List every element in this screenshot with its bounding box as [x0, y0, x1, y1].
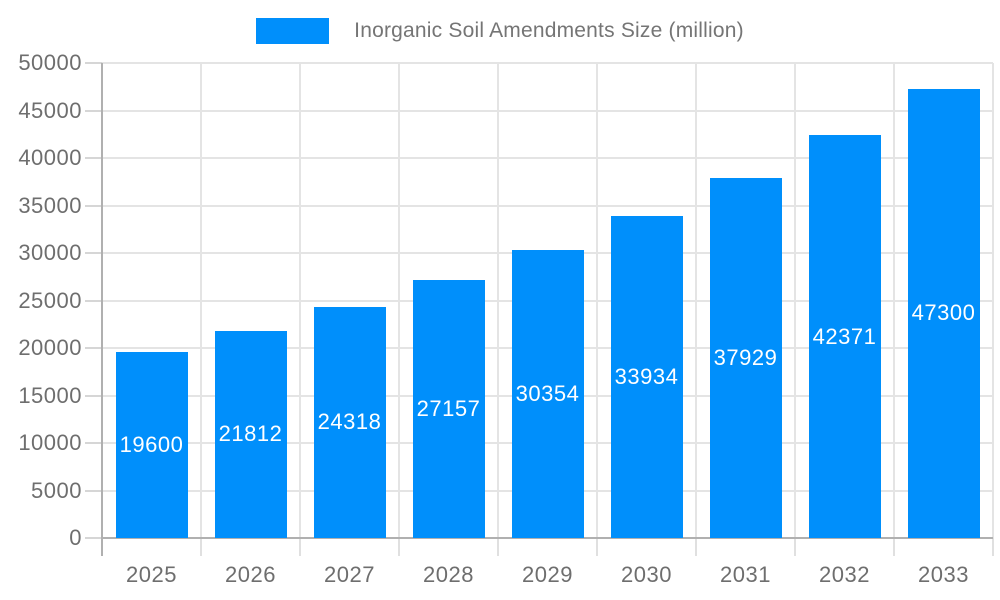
y-axis-tick — [85, 394, 102, 397]
legend-label: Inorganic Soil Amendments Size (million) — [354, 19, 744, 42]
x-axis-tick — [695, 538, 697, 556]
x-axis-label: 2028 — [423, 562, 474, 587]
v-gridline — [497, 63, 499, 538]
y-axis-tick — [85, 537, 102, 539]
x-axis-tick — [497, 538, 499, 556]
y-axis-label: 40000 — [18, 145, 82, 170]
x-axis-label: 2031 — [720, 562, 771, 587]
x-axis-tick — [893, 538, 895, 556]
v-gridline — [695, 63, 697, 538]
h-gridline — [102, 62, 993, 64]
bar[interactable]: 30354 — [511, 249, 584, 538]
y-axis-tick — [85, 489, 102, 492]
bar[interactable]: 27157 — [412, 280, 485, 538]
bar[interactable]: 19600 — [115, 351, 188, 538]
bar[interactable]: 21812 — [214, 330, 287, 538]
x-axis-label: 2025 — [126, 562, 177, 587]
v-gridline — [893, 63, 895, 538]
x-axis-tick — [794, 538, 796, 556]
y-axis-label: 45000 — [18, 97, 82, 123]
y-axis-label: 35000 — [18, 192, 82, 218]
bar[interactable]: 47300 — [907, 88, 980, 538]
y-axis-label: 50000 — [18, 50, 82, 75]
x-axis-tick — [200, 538, 202, 556]
bar-value-label: 42371 — [812, 323, 877, 349]
bar-value-label: 33934 — [614, 363, 679, 389]
chart-legend[interactable]: Inorganic Soil Amendments Size (million) — [0, 18, 1000, 44]
y-axis-tick — [85, 347, 102, 349]
h-gridline — [102, 157, 993, 159]
y-axis-tick — [85, 442, 102, 444]
bar-value-label: 47300 — [911, 300, 976, 326]
v-gridline — [200, 63, 202, 538]
v-gridline — [794, 63, 796, 538]
bar-value-label: 24318 — [317, 409, 382, 435]
bar[interactable]: 33934 — [610, 215, 683, 538]
bar-value-label: 19600 — [119, 431, 184, 457]
bar[interactable]: 42371 — [808, 135, 881, 538]
y-axis-label: 30000 — [18, 240, 82, 265]
x-axis-label: 2032 — [819, 562, 870, 587]
bar-value-label: 27157 — [416, 395, 481, 421]
bar-value-label: 21812 — [218, 421, 283, 447]
x-axis-label: 2030 — [621, 562, 672, 587]
y-axis-label: 0 — [69, 525, 82, 550]
bar-value-label: 37929 — [713, 344, 778, 370]
v-gridline — [596, 63, 598, 538]
x-axis-line — [102, 537, 993, 539]
y-axis-label: 25000 — [18, 287, 82, 313]
x-axis-label: 2033 — [918, 562, 969, 587]
y-axis-line — [101, 63, 103, 556]
y-axis-label: 15000 — [18, 382, 82, 408]
y-axis-tick — [85, 204, 102, 207]
v-gridline — [398, 63, 400, 538]
y-axis-label: 10000 — [18, 430, 82, 455]
x-axis-tick — [596, 538, 598, 556]
bar[interactable]: 24318 — [313, 306, 386, 538]
y-axis-tick — [85, 252, 102, 254]
y-axis-label: 20000 — [18, 335, 82, 360]
x-axis-label: 2027 — [324, 562, 375, 587]
bar-value-label: 30354 — [515, 380, 580, 406]
x-axis-label: 2026 — [225, 562, 276, 587]
y-axis-tick — [85, 109, 102, 112]
h-gridline — [102, 204, 993, 207]
y-axis-label: 5000 — [31, 477, 82, 503]
legend-swatch — [256, 18, 330, 44]
x-axis-tick — [398, 538, 400, 556]
v-gridline — [299, 63, 301, 538]
y-axis-tick — [85, 299, 102, 302]
y-axis-tick — [85, 157, 102, 159]
y-axis-tick — [85, 62, 102, 64]
bar[interactable]: 37929 — [709, 177, 782, 538]
x-axis-label: 2029 — [522, 562, 573, 587]
h-gridline — [102, 109, 993, 112]
x-axis-tick — [299, 538, 301, 556]
v-gridline — [992, 63, 994, 538]
x-axis-tick — [992, 538, 994, 556]
